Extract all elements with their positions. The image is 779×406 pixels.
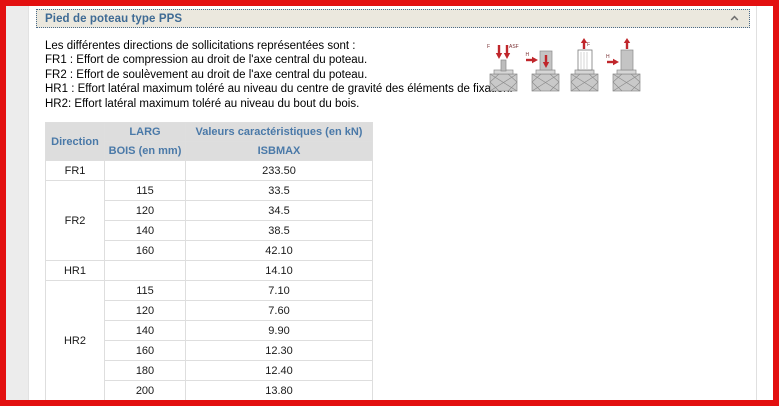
cell-isbmax: 34.5: [185, 200, 373, 221]
cell-isbmax: 12.30: [185, 340, 373, 361]
description-block: Les différentes directions de sollicitat…: [45, 39, 513, 111]
cell-isbmax: 33.5: [185, 180, 373, 201]
figure-hr1-lateral: H: [525, 38, 562, 92]
cell-larg-bois: 140: [104, 320, 186, 341]
svg-text:F: F: [587, 42, 590, 48]
description-line: FR1 : Effort de compression au droit de …: [45, 54, 368, 67]
cell-larg-bois: 115: [104, 280, 186, 301]
description-line: HR1 : Effort latéral maximum toléré au n…: [45, 83, 513, 96]
cell-larg-bois: 120: [104, 200, 186, 221]
table-row: HR1 14.10: [45, 260, 373, 281]
cell-larg-bois: 115: [104, 180, 186, 201]
cell-larg-bois: 120: [104, 300, 186, 321]
characteristic-values-table: Direction LARG Valeurs caractéristiques …: [45, 122, 373, 400]
figure-fr2-soulevement: F: [565, 38, 602, 92]
cell-direction: HR2: [45, 280, 105, 400]
svg-text:F: F: [487, 44, 490, 50]
table-row: 120 7.60: [46, 300, 373, 321]
header-valeurs-caracteristiques: Valeurs caractéristiques (en kN): [185, 122, 373, 142]
cell-larg-bois: 200: [104, 380, 186, 400]
cell-isbmax: 7.60: [185, 300, 373, 321]
cell-isbmax: 7.10: [185, 280, 373, 301]
cell-isbmax: 12.40: [185, 360, 373, 381]
table-row: 140 38.5: [46, 220, 373, 241]
cell-isbmax: 9.90: [185, 320, 373, 341]
chevron-up-icon[interactable]: [728, 13, 740, 25]
cell-isbmax: 14.10: [185, 260, 373, 281]
svg-text:ASF: ASF: [509, 44, 519, 50]
cell-larg-bois: 140: [104, 220, 186, 241]
table-head: Direction LARG Valeurs caractéristiques …: [45, 122, 373, 161]
header-isbmax: ISBMAX: [185, 141, 373, 161]
cell-direction: HR1: [45, 260, 105, 281]
panel-title: Pied de poteau type PPS: [45, 12, 183, 25]
cell-larg-bois: 160: [104, 240, 186, 261]
svg-text:H: H: [606, 54, 610, 60]
description-line: HR2: Effort latéral maximum toléré au ni…: [45, 97, 360, 110]
table-header-row-1: Direction LARG Valeurs caractéristiques …: [45, 122, 373, 161]
content-area: Pied de poteau type PPS Les différentes …: [29, 6, 756, 400]
cell-isbmax: 13.80: [185, 380, 373, 400]
cell-isbmax: 233.50: [185, 160, 373, 181]
table-row: FR1 233.50: [45, 160, 373, 181]
table-header-row-2: BOIS (en mm) ISBMAX: [46, 141, 373, 161]
cell-isbmax: 38.5: [185, 220, 373, 241]
description-line: Les différentes directions de sollicitat…: [45, 40, 356, 52]
svg-text:H: H: [526, 52, 530, 58]
cell-larg-bois: [104, 160, 186, 181]
left-gutter: [6, 6, 29, 400]
figure-strip: F ASF H: [485, 36, 645, 92]
header-bois-en-mm: BOIS (en mm): [104, 141, 186, 161]
figure-hr2-lateral-bout: H: [605, 38, 642, 92]
right-vertical-rule: [756, 6, 757, 400]
cell-direction: FR2: [45, 180, 105, 261]
description-line: FR2 : Effort de soulèvement au droit de …: [45, 68, 368, 81]
table-body: FR1 233.50 FR2 115 33.5 120 34.5 140 38.5 160 42.1…: [45, 160, 373, 400]
header-larg: LARG: [104, 122, 186, 142]
cell-larg-bois: 160: [104, 340, 186, 361]
cell-larg-bois: 180: [104, 360, 186, 381]
table-row: FR2 115 33.5: [45, 180, 373, 261]
table-row: HR2 115 7.10: [45, 280, 373, 400]
cell-larg-bois: [104, 260, 186, 281]
cell-isbmax: 42.10: [185, 240, 373, 261]
figure-fr1-compression: F ASF: [485, 38, 522, 92]
cell-direction: FR1: [45, 160, 105, 181]
panel-header-pied-de-poteau[interactable]: Pied de poteau type PPS: [36, 9, 750, 28]
table-row: 200 13.80: [46, 380, 373, 400]
header-direction: Direction: [45, 122, 105, 161]
